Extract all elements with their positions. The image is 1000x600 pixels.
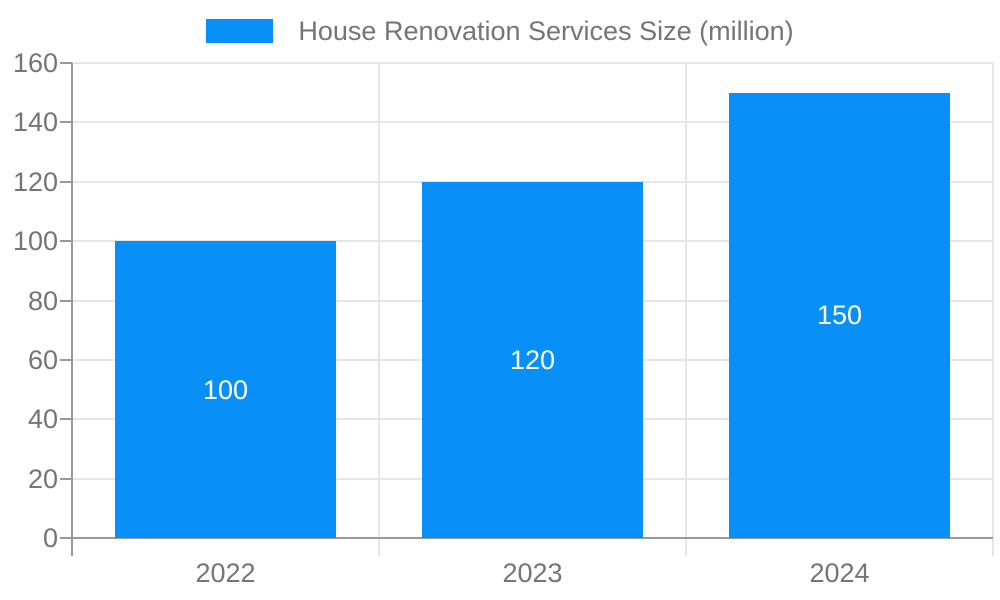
legend-swatch-icon — [206, 19, 274, 43]
x-splitline — [992, 63, 994, 556]
y-axis-tick — [60, 62, 72, 64]
y-axis-tick-label: 160 — [12, 48, 58, 78]
y-axis-tick — [60, 477, 72, 480]
bar-value-label: 100 — [202, 374, 249, 405]
x-axis-tick-label: 2024 — [809, 558, 870, 588]
y-axis-tick — [60, 537, 72, 539]
y-axis-tick-label: 80 — [27, 285, 58, 316]
y-axis-tick-label: 140 — [12, 107, 58, 138]
y-axis-tick-label: 0 — [42, 523, 58, 553]
bar-value-label: 120 — [509, 344, 556, 375]
y-axis-line — [71, 63, 73, 556]
y-axis-tick-label: 60 — [27, 344, 58, 375]
y-axis-tick-label: 100 — [12, 226, 58, 257]
x-axis-line — [72, 537, 993, 539]
x-axis-tick-label: 2023 — [502, 558, 563, 588]
x-splitline — [378, 63, 380, 556]
y-axis-tick — [60, 299, 72, 302]
x-axis-tick-label: 2022 — [195, 558, 256, 588]
y-axis-tick — [60, 180, 72, 183]
bar-value-label: 150 — [816, 300, 863, 331]
y-axis-tick — [60, 358, 72, 361]
y-axis-tick — [60, 240, 72, 243]
y-axis-tick — [60, 121, 72, 124]
x-splitline — [685, 63, 687, 556]
legend: House Renovation Services Size (million) — [0, 17, 1000, 45]
y-gridline — [72, 121, 993, 124]
y-gridline — [72, 62, 993, 64]
bar-2023[interactable] — [422, 181, 643, 538]
legend-item[interactable]: House Renovation Services Size (million) — [206, 16, 794, 46]
bar-2022[interactable] — [115, 241, 336, 538]
y-axis-tick-label: 40 — [27, 404, 58, 435]
y-axis-tick-label: 120 — [12, 166, 58, 197]
bar-2024[interactable] — [729, 92, 950, 538]
y-axis-tick-label: 20 — [27, 463, 58, 494]
legend-label: House Renovation Services Size (million) — [298, 16, 794, 46]
y-axis-tick — [60, 418, 72, 421]
